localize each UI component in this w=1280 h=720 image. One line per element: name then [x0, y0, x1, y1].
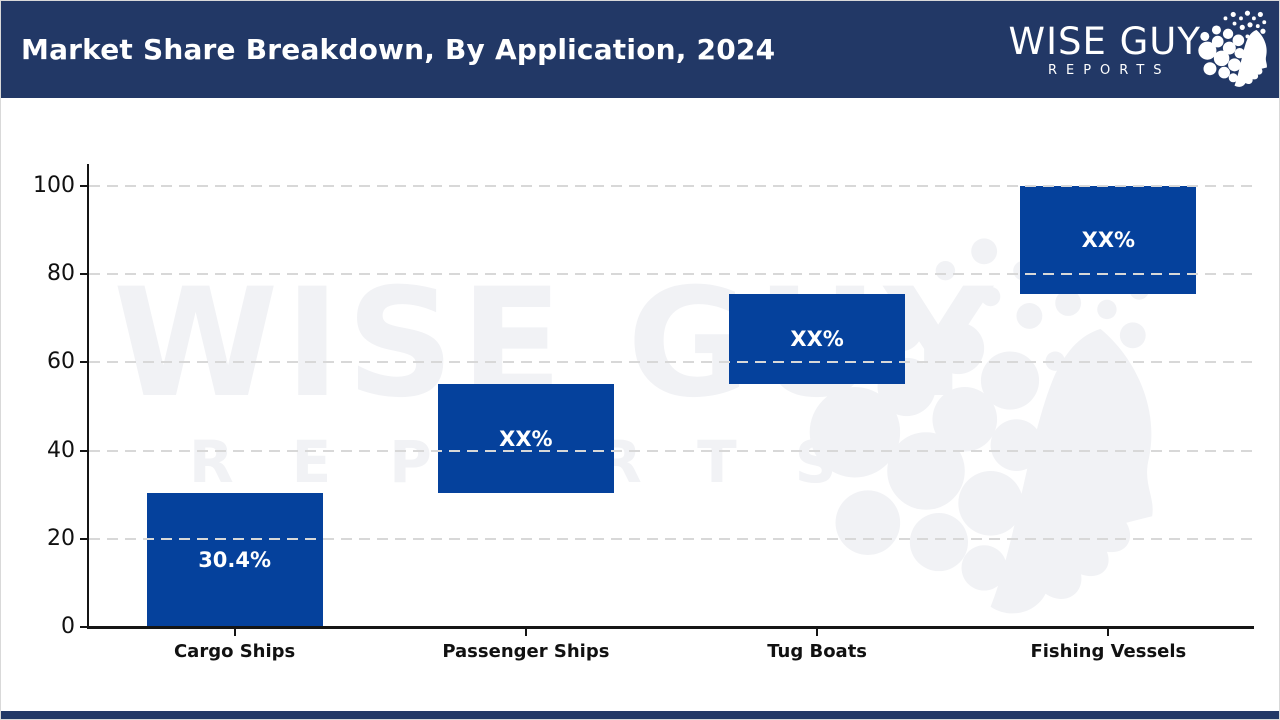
gridline-60 [89, 361, 1254, 364]
logo-wordmark: WISE GUY REPORTS [1009, 23, 1201, 77]
y-tick-40 [80, 449, 89, 452]
bar-tug-boats [729, 293, 906, 385]
x-tick-passenger-ships [524, 628, 527, 636]
bar-value-label-passenger-ships: XX% [499, 426, 553, 451]
header-bar: Market Share Breakdown, By Application, … [1, 1, 1279, 98]
bar-passenger-ships [437, 384, 614, 493]
bar-cargo-ships [146, 492, 323, 627]
bar-value-label-tug-boats: XX% [790, 327, 844, 352]
logo-wordmark-line2: REPORTS [1047, 62, 1171, 78]
logo-head-icon [1198, 10, 1267, 87]
page-title: Market Share Breakdown, By Application, … [21, 33, 776, 66]
x-tick-label-tug-boats: Tug Boats [767, 641, 868, 662]
y-tick-label-60: 60 [47, 349, 75, 375]
bar-value-label-cargo-ships: 30.4% [198, 547, 272, 572]
x-axis-line [87, 626, 1254, 629]
y-tick-label-0: 0 [61, 614, 75, 639]
x-tick-cargo-ships [233, 628, 236, 636]
gridline-20 [89, 537, 1254, 540]
bar-fishing-vessels [1020, 186, 1197, 294]
y-tick-60 [80, 361, 89, 364]
x-tick-fishing-vessels [1107, 628, 1110, 636]
x-tick-label-cargo-ships: Cargo Ships [173, 641, 296, 662]
gridline-100 [89, 185, 1254, 187]
logo-wordmark-line1: WISE GUY [1008, 19, 1201, 63]
bar-value-label-fishing-vessels: XX% [1081, 227, 1136, 252]
y-tick-label-20: 20 [47, 525, 75, 551]
x-tick-label-passenger-ships: Passenger Ships [442, 641, 610, 662]
gridline-80 [89, 273, 1254, 276]
y-tick-label-100: 100 [33, 173, 75, 198]
y-axis-spine [87, 164, 89, 629]
y-tick-label-80: 80 [47, 261, 75, 287]
x-tick-tug-boats [816, 628, 819, 636]
footer-bar [1, 711, 1279, 719]
y-tick-100 [80, 185, 89, 187]
brand-logo: WISE GUY REPORTS [1009, 8, 1279, 92]
y-tick-80 [80, 273, 89, 276]
x-tick-label-fishing-vessels: Fishing Vessels [1030, 641, 1187, 662]
y-tick-0 [80, 626, 89, 628]
y-tick-20 [80, 537, 89, 540]
y-tick-label-40: 40 [47, 437, 75, 463]
gridline-40 [89, 449, 1254, 452]
